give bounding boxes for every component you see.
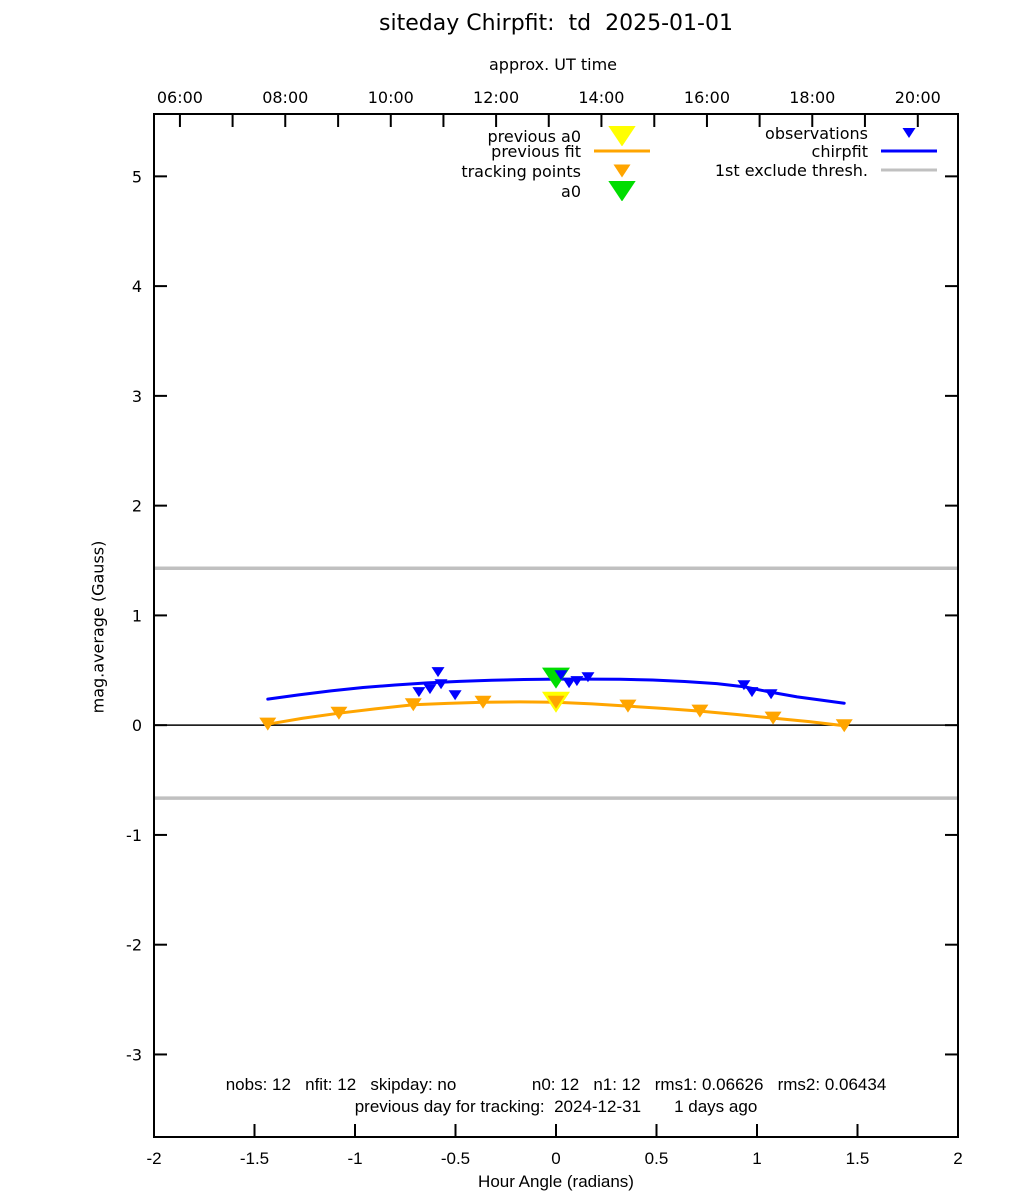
top-axis-ticks: 06:00 08:00 10:00 12:00 14:00 16:00 18:00 20:00 bbox=[157, 88, 941, 127]
svg-text:-3: -3 bbox=[126, 1045, 142, 1064]
legend-label-a0: a0 bbox=[561, 181, 581, 201]
svg-text:-0.5: -0.5 bbox=[441, 1149, 470, 1168]
svg-text:18:00: 18:00 bbox=[789, 88, 835, 107]
svg-text:16:00: 16:00 bbox=[684, 88, 730, 107]
legend-item-a0: a0 bbox=[203, 180, 653, 202]
svg-text:-1: -1 bbox=[347, 1149, 362, 1168]
svg-text:1.5: 1.5 bbox=[846, 1149, 870, 1168]
svg-text:-1.5: -1.5 bbox=[240, 1149, 269, 1168]
svg-text:20:00: 20:00 bbox=[895, 88, 941, 107]
top-axis-title: approx. UT time bbox=[489, 55, 617, 74]
triangle-down-icon bbox=[591, 161, 653, 181]
stats-line-2: previous day for tracking: 2024-12-31 1 … bbox=[354, 1097, 758, 1116]
series-tracking-points bbox=[259, 695, 853, 733]
svg-text:2: 2 bbox=[132, 497, 142, 516]
svg-text:1: 1 bbox=[132, 606, 142, 625]
svg-text:0: 0 bbox=[551, 1149, 560, 1168]
y-axis-ticks: -3 -2 -1 0 1 2 3 4 5 bbox=[126, 167, 958, 1064]
triangle-down-icon bbox=[878, 123, 940, 143]
legend-item-previous-a0: previous a0 bbox=[203, 125, 653, 147]
legend-label-tracking-points: tracking points bbox=[461, 161, 581, 181]
svg-text:-2: -2 bbox=[126, 936, 142, 955]
svg-text:4: 4 bbox=[132, 277, 142, 296]
line-sample-icon bbox=[591, 141, 653, 161]
line-sample-icon bbox=[878, 141, 940, 161]
legend-item-exclude-thresh: 1st exclude thresh. bbox=[516, 160, 940, 180]
legend-item-tracking-points: tracking points bbox=[203, 161, 653, 181]
legend-label-previous-fit: previous fit bbox=[491, 141, 581, 161]
legend-label-observations: observations bbox=[765, 123, 868, 143]
legend-item-previous-fit: previous fit bbox=[203, 141, 653, 161]
line-sample-icon bbox=[878, 160, 940, 180]
legend-item-observations: observations bbox=[516, 123, 940, 143]
svg-text:0: 0 bbox=[132, 716, 142, 735]
svg-text:2: 2 bbox=[953, 1149, 962, 1168]
svg-text:5: 5 bbox=[132, 167, 142, 186]
svg-text:-1: -1 bbox=[126, 826, 142, 845]
legend-label-chirpfit: chirpfit bbox=[811, 141, 868, 161]
triangle-down-icon bbox=[591, 180, 653, 202]
x-axis-label: Hour Angle (radians) bbox=[478, 1172, 634, 1191]
x-axis-ticks: -2 -1.5 -1 -0.5 0 0.5 1 1.5 2 bbox=[146, 1124, 963, 1168]
plot-border bbox=[153, 113, 959, 1138]
svg-text:3: 3 bbox=[132, 387, 142, 406]
legend-item-chirpfit: chirpfit bbox=[516, 141, 940, 161]
triangle-down-icon bbox=[591, 125, 653, 147]
stats-line-1: nobs: 12 nfit: 12 skipday: no n0: 12 n1:… bbox=[225, 1075, 887, 1094]
exclude-threshold-lines bbox=[154, 566, 958, 800]
svg-text:1: 1 bbox=[752, 1149, 761, 1168]
legend-label-exclude-thresh: 1st exclude thresh. bbox=[714, 160, 868, 180]
svg-text:12:00: 12:00 bbox=[473, 88, 519, 107]
legend-label-previous-a0: previous a0 bbox=[487, 126, 581, 146]
y-axis-label: mag.average (Gauss) bbox=[88, 540, 108, 714]
series-observations bbox=[412, 667, 778, 701]
plot-title: siteday Chirpfit: td 2025-01-01 bbox=[379, 11, 733, 36]
svg-text:-2: -2 bbox=[146, 1149, 161, 1168]
svg-text:14:00: 14:00 bbox=[578, 88, 624, 107]
svg-text:06:00: 06:00 bbox=[157, 88, 203, 107]
svg-text:08:00: 08:00 bbox=[262, 88, 308, 107]
svg-text:0.5: 0.5 bbox=[645, 1149, 669, 1168]
svg-text:10:00: 10:00 bbox=[368, 88, 414, 107]
